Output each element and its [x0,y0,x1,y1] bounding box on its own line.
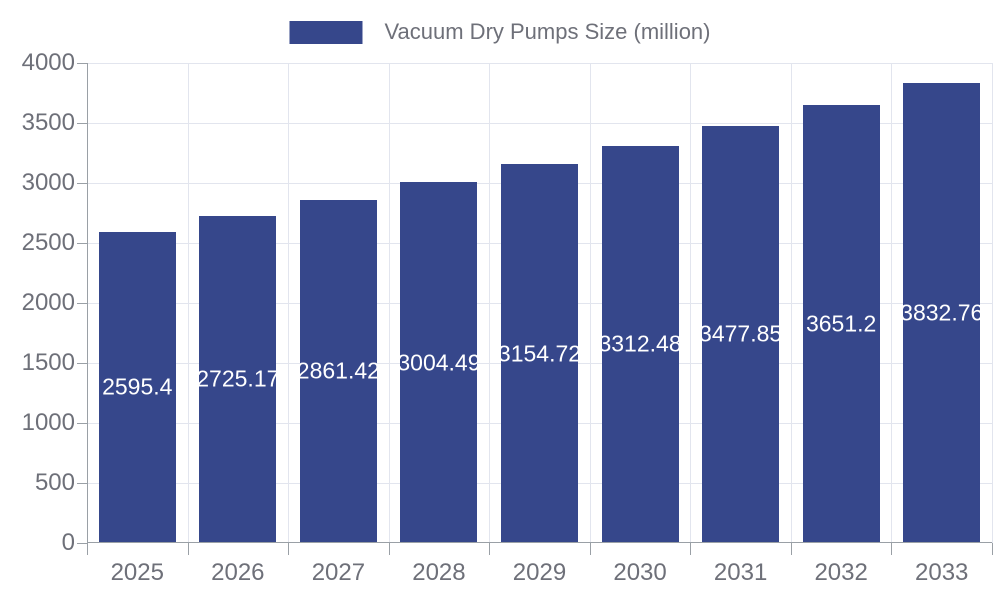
x-gridline [890,63,892,543]
x-tick-label: 2033 [915,559,969,586]
x-gridline [287,63,289,543]
bar[interactable]: 3154.72 [501,164,578,543]
y-axis-tick [77,62,87,64]
x-axis-tick [689,543,691,555]
x-tick-label: 2030 [613,559,667,586]
y-axis-tick [77,302,87,304]
bar-value-label: 3154.72 [501,340,578,367]
x-axis-tick [890,543,892,555]
y-tick-label: 3000 [21,169,75,196]
legend-label: Vacuum Dry Pumps Size (million) [384,19,711,44]
y-tick-label: 500 [34,469,75,496]
x-axis-tick [187,543,189,555]
y-tick-label: 1500 [21,349,75,376]
y-tick-label: 4000 [21,49,75,76]
y-axis-tick [77,542,87,544]
y-gridline [87,122,992,124]
y-axis-tick [77,122,87,124]
x-axis-tick [991,543,993,555]
bar[interactable]: 3651.2 [802,104,880,543]
bar[interactable]: 3832.76 [903,83,981,543]
x-axis-tick [589,543,591,555]
bar[interactable]: 2595.4 [98,231,176,543]
bar-value-label: 3832.76 [903,299,981,326]
x-tick-label: 2025 [110,559,164,586]
y-gridline [87,62,992,64]
x-tick-label: 2029 [512,559,567,586]
bar-value-label: 3004.49 [400,349,478,376]
y-axis-tick [77,182,87,184]
x-axis-tick [287,543,289,555]
x-tick-label: 2026 [211,559,265,586]
y-axis-tick [77,422,87,424]
bar[interactable]: 3312.48 [601,145,679,543]
y-axis-tick [77,482,87,484]
x-gridline [790,63,792,543]
bar[interactable]: 2725.17 [199,215,277,543]
y-axis-line [87,63,88,543]
plot-area: 0 500 1000 1500 2000 2500 3000 3500 4000 2595.4 20… [22,51,993,585]
x-tick-label: 2032 [814,559,868,586]
x-gridline [689,63,691,543]
y-tick-label: 1000 [21,409,75,436]
y-tick-label: 2000 [21,289,75,316]
y-tick-label: 3500 [21,109,75,136]
legend-swatch-icon [289,20,363,44]
x-gridline [488,63,490,543]
legend[interactable]: Vacuum Dry Pumps Size (million) [289,19,711,45]
x-axis-tick [388,543,390,555]
x-gridline [187,63,189,543]
x-axis-tick [86,543,88,555]
x-gridline [589,63,591,543]
bar-value-label: 3651.2 [805,310,877,337]
x-axis-tick [790,543,792,555]
y-tick-label: 0 [61,529,75,556]
bar-value-label: 2861.42 [299,357,377,384]
y-axis-tick [77,242,87,244]
x-gridline [388,63,390,543]
bar-value-label: 2595.4 [102,373,173,400]
bar-value-label: 2725.17 [199,365,277,392]
x-axis-tick [488,543,490,555]
x-tick-label: 2031 [713,559,768,586]
y-tick-label: 2500 [21,229,75,256]
bar[interactable]: 2861.42 [299,199,377,543]
bar-value-label: 3312.48 [601,330,679,357]
y-axis-tick [77,362,87,364]
x-axis-line [87,542,992,543]
bar[interactable]: 3004.49 [400,182,478,543]
x-gridline [991,63,993,543]
x-tick-label: 2027 [311,559,366,586]
x-tick-label: 2028 [412,559,466,586]
bar-value-label: 3477.85 [702,320,780,347]
bar[interactable]: 3477.85 [702,125,780,543]
